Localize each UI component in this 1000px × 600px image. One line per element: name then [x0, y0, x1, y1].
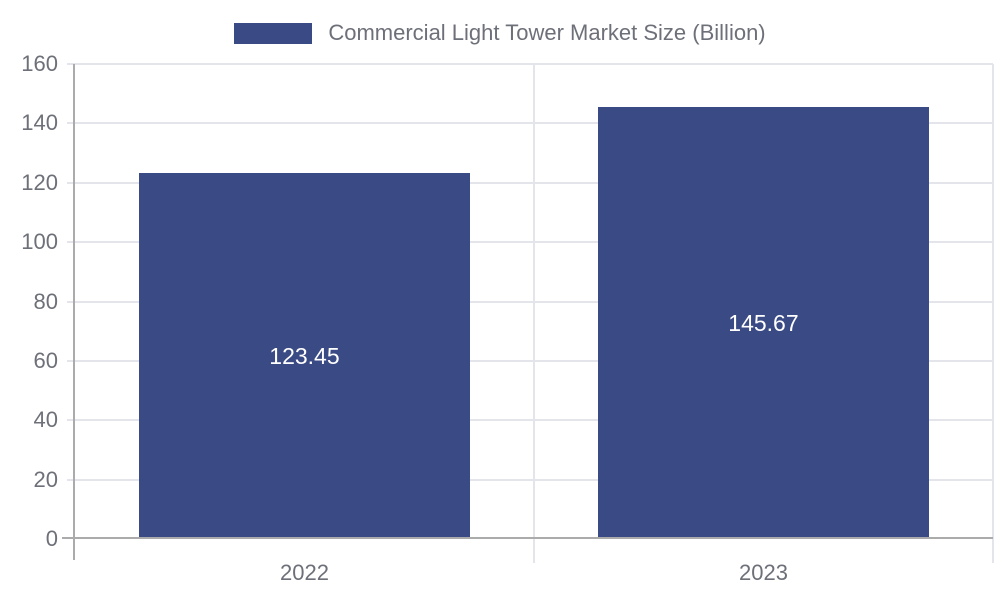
- y-gridline: [67, 122, 993, 125]
- y-axis-labels: 0 20 40 60 80 100 120 140 160: [0, 0, 58, 600]
- y-gridline: [67, 359, 993, 362]
- y-gridline: [67, 63, 993, 65]
- y-gridline: [67, 241, 993, 244]
- y-gridline: [67, 181, 993, 184]
- y-gridline: [67, 419, 993, 422]
- y-tick-label: 140: [21, 110, 58, 136]
- legend-swatch: [234, 22, 313, 44]
- legend-item-market-size[interactable]: Commercial Light Tower Market Size (Bill…: [234, 20, 766, 46]
- x-axis-line: [62, 537, 993, 539]
- y-tick-label: 100: [21, 229, 58, 255]
- bar-value-label: 145.67: [728, 309, 799, 336]
- category-boundary-line: [533, 64, 535, 563]
- legend: Commercial Light Tower Market Size (Bill…: [0, 20, 1000, 46]
- category-boundary-line: [992, 64, 994, 563]
- y-tick-label: 120: [21, 169, 58, 195]
- y-tick-label: 80: [33, 288, 58, 314]
- bar-2023[interactable]: 145.67: [598, 106, 929, 539]
- y-tick-label: 20: [33, 466, 58, 492]
- y-tick-label: 60: [33, 347, 58, 373]
- bar-2022[interactable]: 123.45: [139, 172, 470, 539]
- bar-value-label: 123.45: [269, 342, 340, 369]
- legend-label: Commercial Light Tower Market Size (Bill…: [328, 20, 766, 45]
- y-tick-label: 0: [45, 526, 58, 551]
- x-tick-label: 2022: [280, 560, 329, 585]
- y-tick-label: 40: [33, 407, 58, 433]
- y-tick-label: 160: [21, 51, 58, 76]
- x-tick-label: 2023: [739, 560, 788, 585]
- y-gridline: [67, 478, 993, 481]
- plot-area: 123.45 145.67: [67, 63, 994, 563]
- y-axis-line: [73, 64, 75, 560]
- y-gridline: [67, 300, 993, 303]
